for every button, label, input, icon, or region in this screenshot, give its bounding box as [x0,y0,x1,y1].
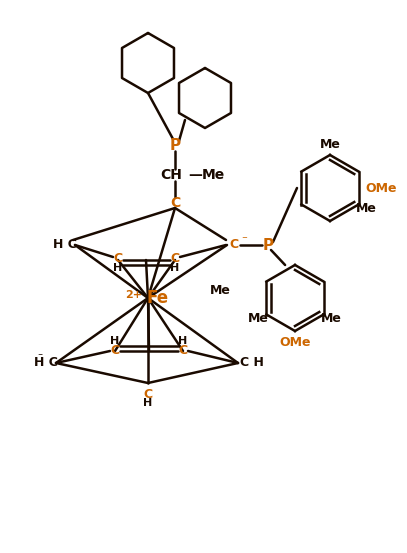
Text: H: H [114,263,123,273]
Text: C: C [114,252,123,264]
Text: OMe: OMe [365,181,397,195]
Text: C: C [230,238,239,252]
Text: C: C [143,388,153,400]
Text: H: H [143,398,153,408]
Text: P: P [263,237,274,253]
Text: C: C [171,252,179,264]
Text: Me: Me [321,312,342,325]
Text: C H: C H [240,357,264,369]
Text: H C: H C [53,238,77,252]
Text: C: C [110,345,120,357]
Text: H: H [110,336,120,346]
Text: Me: Me [210,284,230,298]
Text: Me: Me [248,312,269,325]
Text: H: H [178,336,188,346]
Text: 2+: 2+ [125,290,142,300]
Text: OMe: OMe [279,336,311,349]
Text: H: H [171,263,179,273]
Text: C: C [170,196,180,210]
Text: C: C [178,345,188,357]
Text: ⁻: ⁻ [37,352,43,362]
Text: P: P [169,138,181,153]
Text: H C: H C [34,357,58,369]
Text: —: — [188,168,202,182]
Text: Me: Me [356,202,377,215]
Text: Me: Me [201,168,225,182]
Text: CH: CH [160,168,182,182]
Text: Me: Me [319,138,340,150]
Text: Fe: Fe [147,289,169,307]
Text: ⁻: ⁻ [241,235,247,245]
